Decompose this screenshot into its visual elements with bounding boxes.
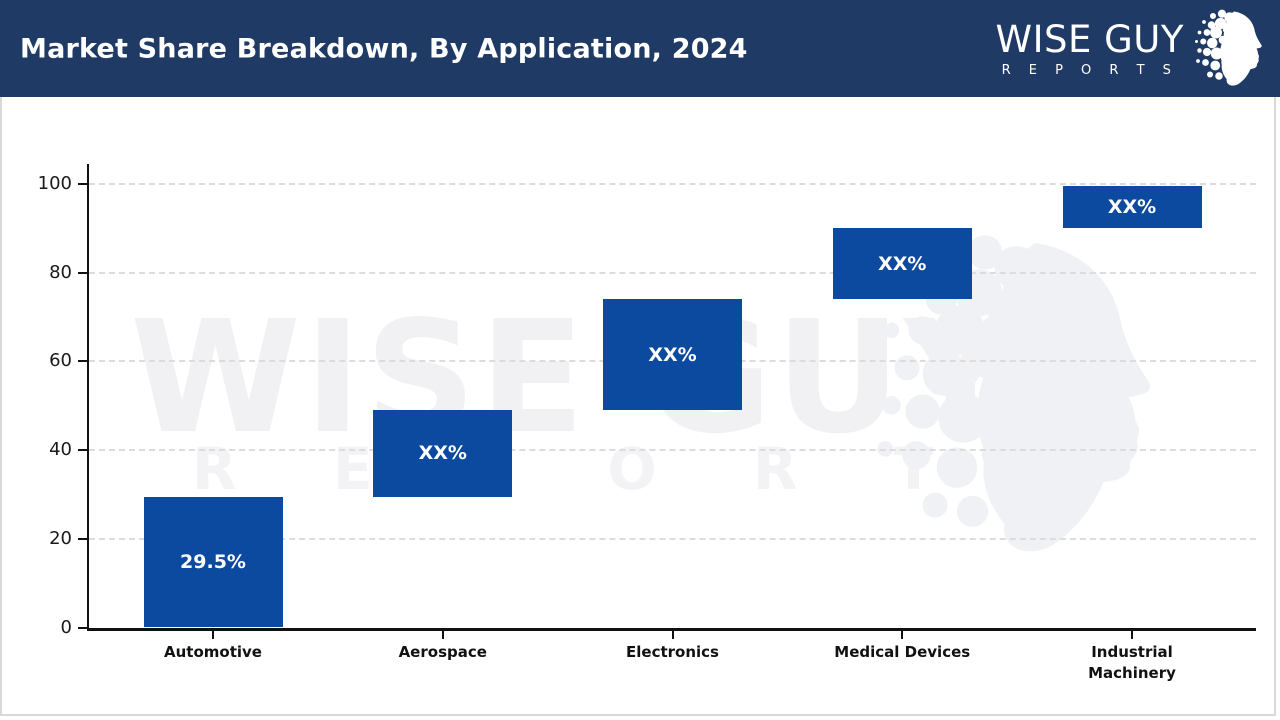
chart-canvas: WISE GUY R E P O R T S 0 20 40 60 80 100 29.5%… <box>0 97 1276 716</box>
y-tick-label: 40 <box>49 439 72 461</box>
x-tick-mark <box>441 630 444 639</box>
y-axis-line <box>87 164 89 631</box>
x-tick-mark <box>1131 630 1133 639</box>
x-category-label: Medical Devices <box>834 642 971 661</box>
bar-medical-devices: XX% <box>832 228 972 300</box>
gridline <box>89 271 1256 274</box>
brand-name-text: WISE GUY <box>995 18 1184 61</box>
x-axis-line <box>87 627 1256 631</box>
gridline <box>89 537 1256 540</box>
y-tick-mark <box>78 271 87 274</box>
bar-automotive: 29.5% <box>143 496 283 628</box>
x-tick-mark <box>212 630 214 639</box>
x-category-label: Electronics <box>626 642 719 661</box>
bar-value-label: XX% <box>878 252 927 275</box>
y-tick-mark <box>78 537 87 540</box>
brand-wordmark: WISE GUY R E P O R T S <box>996 21 1184 77</box>
x-category-label: Industrial Machinery <box>1088 642 1176 682</box>
bar-industrial-machinery: XX% <box>1062 186 1202 229</box>
x-tick-mark <box>901 630 904 639</box>
waterfall-chart: 0 20 40 60 80 100 29.5% Automotive XX% Aerospace X… <box>2 97 1274 714</box>
y-tick-label: 20 <box>49 527 72 549</box>
y-tick-mark <box>78 360 87 363</box>
bar-value-label: XX% <box>418 442 467 465</box>
y-tick-label: 80 <box>49 261 72 283</box>
x-category-label: Automotive <box>164 642 262 661</box>
bar-value-label: 29.5% <box>180 551 246 574</box>
y-tick-label: 100 <box>37 173 72 194</box>
x-category-label: Aerospace <box>398 642 487 661</box>
y-tick-mark <box>78 449 87 452</box>
wiseguy-head-icon <box>1195 9 1262 86</box>
y-tick-mark <box>78 183 87 185</box>
bar-value-label: XX% <box>648 343 697 366</box>
gridline <box>89 183 1256 185</box>
y-tick-label: 0 <box>60 616 72 638</box>
brand-logo: WISE GUY R E P O R T S <box>996 6 1268 92</box>
header-bar: Market Share Breakdown, By Application, … <box>0 0 1280 97</box>
gridline <box>89 449 1256 452</box>
x-tick-mark <box>671 630 674 639</box>
y-tick-mark <box>78 626 87 629</box>
bar-aerospace: XX% <box>373 410 513 497</box>
page-title: Market Share Breakdown, By Application, … <box>20 33 748 64</box>
bar-value-label: XX% <box>1107 196 1157 219</box>
bar-electronics: XX% <box>603 299 742 411</box>
brand-sub-text: R E P O R T S <box>1001 63 1178 78</box>
y-tick-label: 60 <box>49 350 72 372</box>
